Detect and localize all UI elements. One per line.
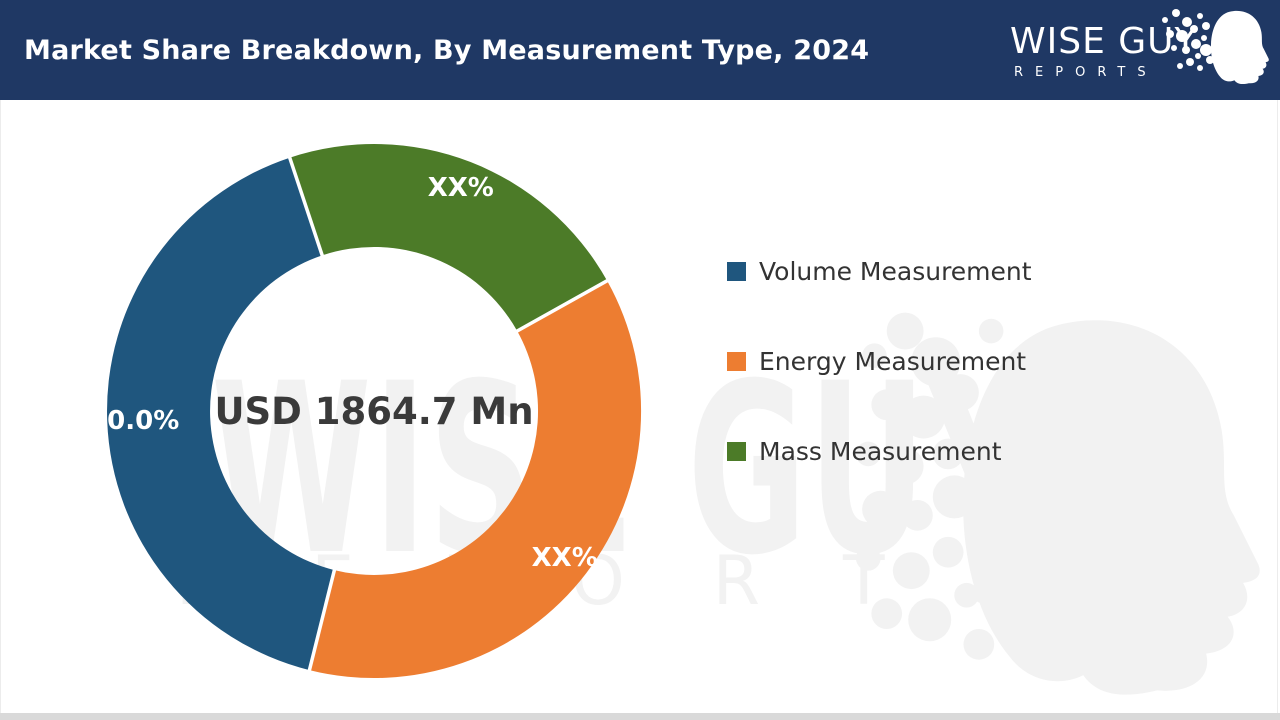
legend-swatch — [727, 351, 746, 371]
legend-label: Mass Measurement — [759, 436, 1002, 466]
brand-subtitle: REPORTS — [1014, 65, 1158, 80]
legend-label: Volume Measurement — [759, 256, 1032, 286]
brand-name: WISE GUY — [1010, 21, 1198, 62]
brand-face-icon — [1210, 10, 1269, 85]
legend-swatch — [727, 261, 746, 281]
page-title: Market Share Breakdown, By Measurement T… — [24, 34, 870, 66]
brand-logo: WISE GUY REPORTS — [1008, 4, 1270, 96]
donut-center-value: USD 1864.7 Mn — [214, 390, 533, 433]
brand-dots-icon — [1162, 9, 1214, 71]
slice-label-mass-measurement: XX% — [428, 173, 494, 203]
donut-chart: 40.0% XX% XX% USD 1864.7 Mn — [89, 144, 642, 679]
legend-item: Energy Measurement — [727, 342, 1032, 380]
watermark-face-icon — [856, 312, 1260, 695]
donut-segment-volume-measurement — [107, 157, 335, 671]
donut-segment-mass-measurement — [289, 144, 608, 331]
slice-separator — [287, 156, 325, 257]
legend-swatch — [727, 441, 746, 461]
header: Market Share Breakdown, By Measurement T… — [0, 0, 1280, 100]
slice-separator — [307, 568, 337, 672]
brand-logo-graphic: WISE GUY REPORTS — [1010, 9, 1269, 85]
legend: Volume Measurement Energy Measurement Mass… — [727, 252, 1032, 522]
slice-separator — [515, 278, 609, 334]
slice-label-volume-measurement: 40.0% — [89, 406, 179, 436]
donut-segment-energy-measurement — [309, 280, 642, 679]
legend-label: Energy Measurement — [759, 346, 1027, 376]
bottom-bar — [0, 713, 1280, 720]
legend-item: Mass Measurement — [727, 432, 1032, 470]
brand-wordmark: WISE GUY REPORTS — [1010, 21, 1198, 80]
slice-label-energy-measurement: XX% — [532, 543, 598, 573]
legend-item: Volume Measurement — [727, 252, 1032, 290]
